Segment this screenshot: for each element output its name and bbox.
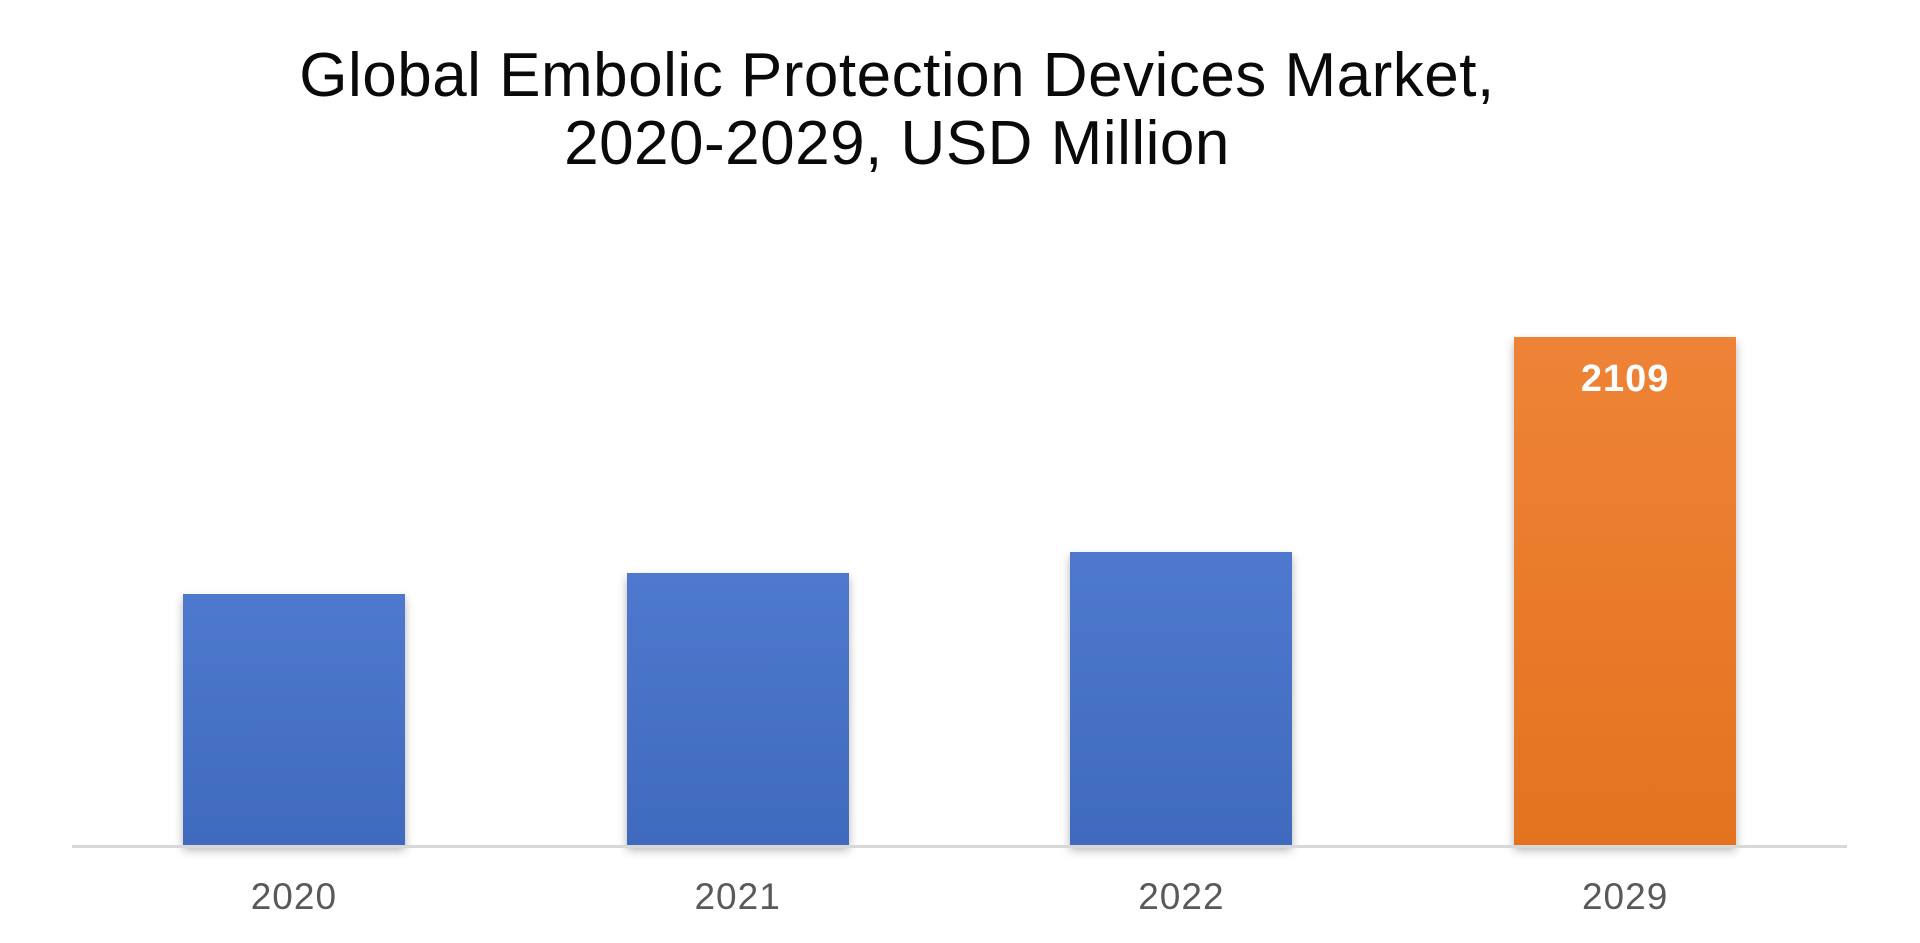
bar-2022: [1070, 552, 1293, 845]
bar-2029: 2109: [1514, 336, 1737, 845]
chart-title-line-2: 2020-2029, USD Million: [564, 109, 1230, 178]
bar-slot-2020: [72, 315, 516, 845]
x-tick-2020: 2020: [250, 876, 338, 917]
chart-title-line-1: Global Embolic Protection Devices Market…: [299, 41, 1495, 110]
bar-value-label-2029: 2109: [1580, 357, 1670, 400]
chart-title: Global Embolic Protection Devices Market…: [0, 42, 1794, 178]
bar-slot-2021: [516, 315, 960, 845]
x-tick-2029: 2029: [1581, 876, 1669, 917]
x-tick-2021: 2021: [694, 876, 781, 917]
bar-2021: [626, 572, 849, 845]
bar-2020: [182, 594, 405, 845]
x-axis-line: [72, 845, 1847, 848]
bar-slot-2022: [960, 315, 1404, 845]
x-tick-2022: 2022: [1138, 876, 1225, 917]
bar-slot-2029: 2109: [1403, 315, 1847, 845]
plot-area: 2109: [72, 315, 1847, 845]
x-axis-tick-row: 2020 2021 2022 2029: [72, 876, 1847, 918]
